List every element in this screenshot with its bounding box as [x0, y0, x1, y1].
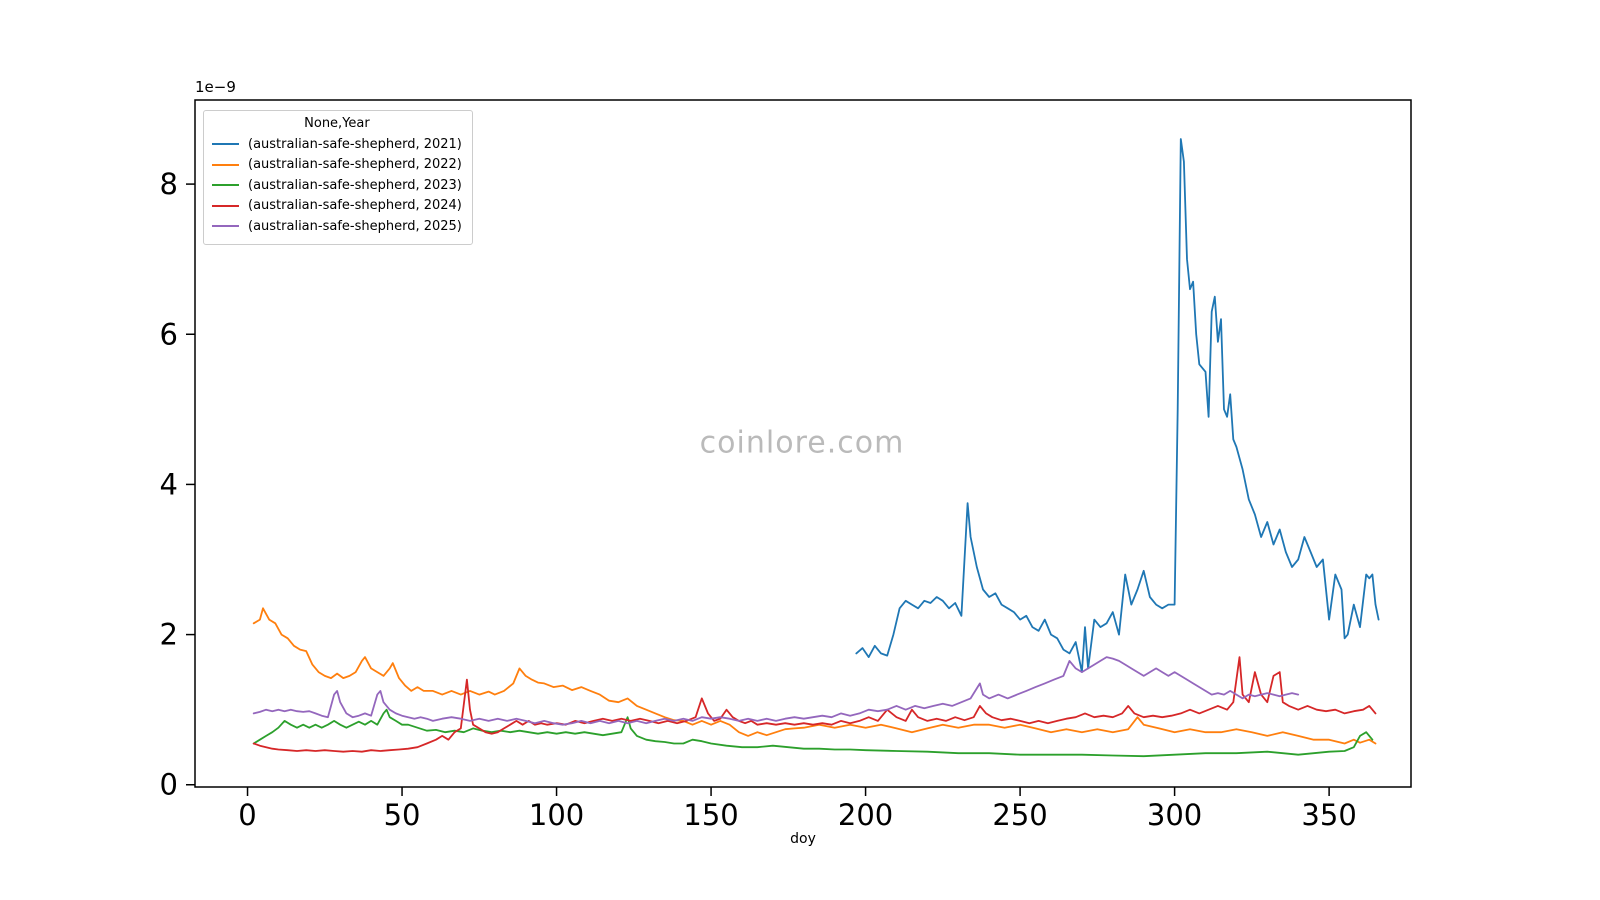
watermark: coinlore.com [699, 425, 905, 461]
y-tick-label: 8 [160, 167, 178, 201]
x-tick-label: 250 [992, 798, 1047, 832]
series-line-2022 [252, 607, 1377, 745]
y-tick-label: 2 [160, 618, 178, 652]
legend-item-2023: (australian-safe-shepherd, 2023) [212, 175, 462, 196]
legend-label: (australian-safe-shepherd, 2022) [248, 157, 462, 173]
legend-item-2025: (australian-safe-shepherd, 2025) [212, 216, 462, 237]
legend-label: (australian-safe-shepherd, 2023) [248, 177, 462, 193]
series-line-2023 [252, 708, 1374, 758]
x-tick-label: 300 [1147, 798, 1202, 832]
y-tick-label: 4 [160, 467, 178, 501]
legend-swatch-icon [212, 225, 239, 228]
y-axis-offset-label: 1e−9 [195, 78, 236, 96]
legend-item-2021: (australian-safe-shepherd, 2021) [212, 134, 462, 155]
x-tick-label: 150 [683, 798, 738, 832]
legend-label: (australian-safe-shepherd, 2024) [248, 198, 462, 214]
legend-item-2022: (australian-safe-shepherd, 2022) [212, 155, 462, 176]
legend-swatch-icon [212, 184, 239, 187]
legend-label: (australian-safe-shepherd, 2021) [248, 136, 462, 152]
legend-label: (australian-safe-shepherd, 2025) [248, 218, 462, 234]
x-tick-label: 100 [529, 798, 584, 832]
y-tick-label: 6 [160, 317, 178, 351]
y-tick-label: 0 [160, 768, 178, 802]
x-tick-label: 50 [384, 798, 421, 832]
series-line-2021 [855, 138, 1380, 673]
legend-swatch-icon [212, 163, 239, 166]
legend-swatch-icon [212, 143, 239, 146]
x-axis-label: doy [790, 831, 816, 847]
legend-swatch-icon [212, 204, 239, 207]
x-tick-label: 200 [838, 798, 893, 832]
legend-items: (australian-safe-shepherd, 2021) (austral… [212, 134, 462, 237]
plot-border [194, 99, 1412, 788]
series-line-2025 [252, 656, 1300, 726]
legend-title: None,Year [304, 116, 370, 131]
series-line-2024 [252, 656, 1377, 753]
legend-box: None,Year (australian-safe-shepherd, 202… [203, 110, 473, 245]
x-tick-label: 0 [238, 798, 256, 832]
x-tick-label: 350 [1301, 798, 1356, 832]
legend-item-2024: (australian-safe-shepherd, 2024) [212, 196, 462, 217]
